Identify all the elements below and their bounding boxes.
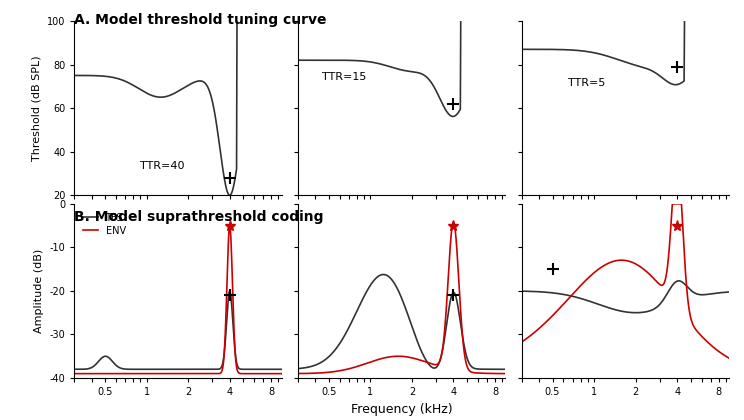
- Text: B. Model suprathreshold coding: B. Model suprathreshold coding: [74, 210, 324, 224]
- Y-axis label: Threshold (dB SPL): Threshold (dB SPL): [31, 55, 42, 161]
- Text: A. Model threshold tuning curve: A. Model threshold tuning curve: [74, 13, 327, 26]
- Text: TTR=5: TTR=5: [568, 78, 606, 88]
- Y-axis label: Amplitude (dB): Amplitude (dB): [34, 249, 44, 333]
- Text: TTR=40: TTR=40: [141, 161, 185, 171]
- Legend: TFS, ENV: TFS, ENV: [80, 209, 129, 239]
- Text: TTR=15: TTR=15: [322, 72, 367, 82]
- Text: Frequency (kHz): Frequency (kHz): [351, 403, 452, 416]
